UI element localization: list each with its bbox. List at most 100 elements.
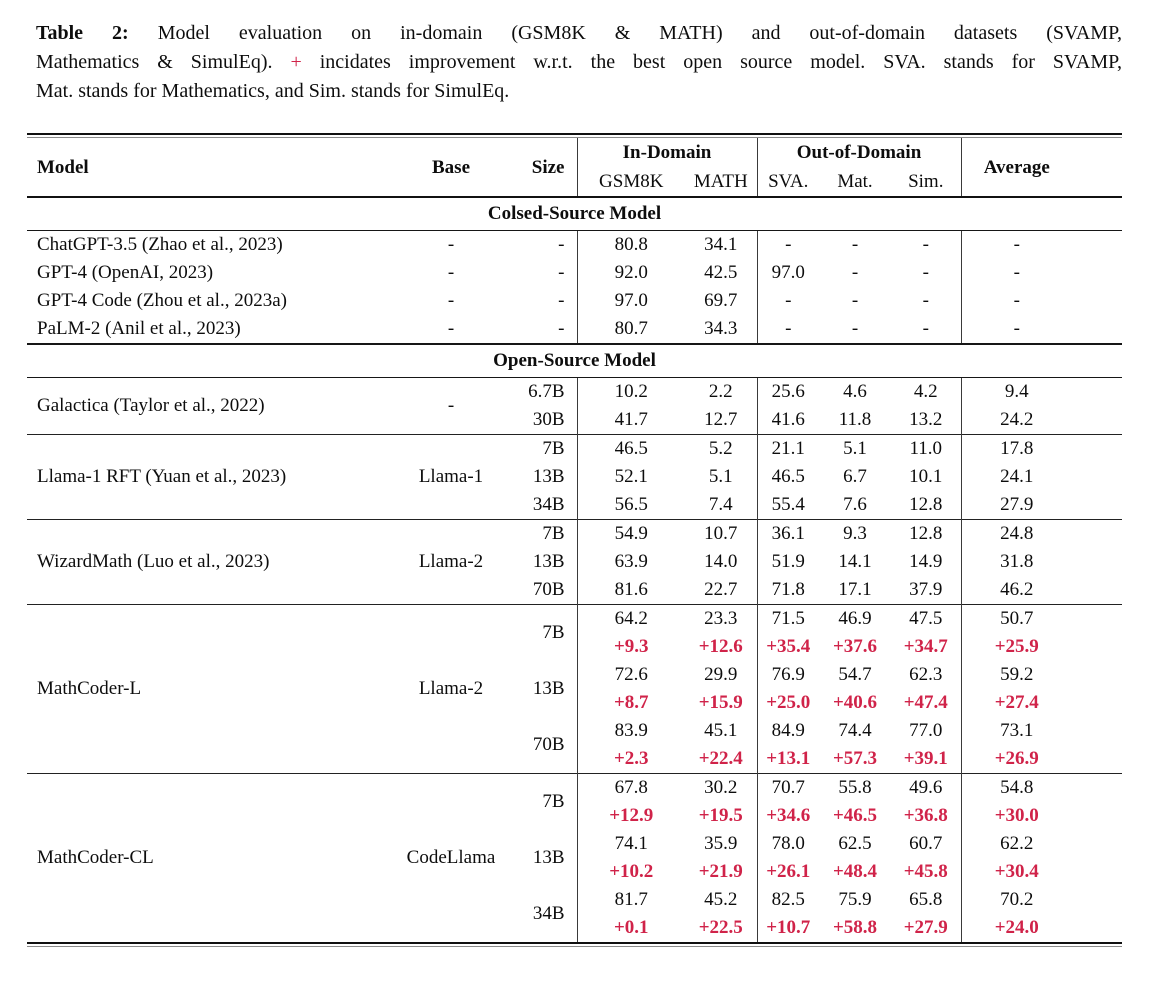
value-cell: 5.1 xyxy=(708,466,733,487)
delta-cell: +34.6 xyxy=(756,802,819,830)
value-cell: 23.3 xyxy=(685,604,757,633)
value-cell: - xyxy=(922,234,929,255)
base-cell: - xyxy=(447,262,455,283)
delta-cell: +30.4 xyxy=(960,858,1123,886)
caption-plus-sign: + xyxy=(290,51,302,73)
value-cell: 37.9 xyxy=(909,579,943,600)
delta-cell: +9.3 xyxy=(576,633,685,661)
caption-text-3: Mat. stands for Mathematics, and Sim. st… xyxy=(36,80,510,102)
table-row: ChatGPT-3.5 (Zhao et al., 2023) - -80.8 34.… xyxy=(27,230,1123,259)
model-cell: ChatGPT-3.5 (Zhao et al., 2023) xyxy=(37,234,283,255)
value-cell: 49.6 xyxy=(891,773,962,802)
delta-cell: +46.5 xyxy=(832,805,878,826)
value-cell: 5.2 xyxy=(685,434,757,463)
model-cell: PaLM-2 (Anil et al., 2023) xyxy=(37,318,241,339)
value-cell: 34.3 xyxy=(704,318,738,339)
delta-cell: +22.5 xyxy=(698,917,743,938)
col-header-in-domain: In-Domain xyxy=(576,138,757,167)
delta-cell: +37.6 xyxy=(832,636,878,657)
size-cell: 34B xyxy=(532,903,565,924)
caption-line-2: Mathematics & SimulEq). + incidates impr… xyxy=(36,48,1122,77)
section-row: Open-Source Model xyxy=(27,343,1123,378)
value-cell: 11.8 xyxy=(838,409,872,430)
table-caption: Table 2: Model evaluation on in-domain (… xyxy=(36,19,1122,106)
caption-line-3: Mat. stands for Mathematics, and Sim. st… xyxy=(36,77,1122,106)
table-delta-row: +8.7 +15.9 +25.0 +40.6 +47.4 +27.4 xyxy=(27,689,1123,717)
value-cell: 34.1 xyxy=(704,234,738,255)
delta-cell: +34.7 xyxy=(903,636,948,657)
delta-cell: +22.4 xyxy=(698,748,743,769)
col-header-base: Base xyxy=(395,138,507,198)
value-cell: - xyxy=(960,230,1123,259)
value-cell: 54.7 xyxy=(838,664,872,685)
value-cell: - xyxy=(922,262,929,283)
size-cell: 6.7B xyxy=(528,381,565,402)
size-cell: - xyxy=(558,262,565,283)
col-header-size: Size xyxy=(507,138,577,198)
value-cell: 70.2 xyxy=(960,886,1123,914)
value-cell: - xyxy=(960,259,1123,287)
delta-cell: +27.9 xyxy=(903,917,948,938)
value-cell: 12.8 xyxy=(891,519,962,548)
table-row: 70B 81.6 22.7 71.8 17.1 37.9 46.2 xyxy=(27,576,1123,605)
value-cell: 51.9 xyxy=(756,548,819,576)
value-cell: 6.7 xyxy=(843,466,867,487)
value-cell: 10.1 xyxy=(909,466,943,487)
value-cell: 70.7 xyxy=(756,773,819,802)
delta-cell: +10.7 xyxy=(756,914,819,942)
value-cell: - xyxy=(960,287,1123,315)
value-cell: 80.7 xyxy=(576,315,685,344)
col-header-sva: SVA. xyxy=(756,167,819,198)
table-delta-row: +10.2 +21.9 +26.1 +48.4 +45.8 +30.4 xyxy=(27,858,1123,886)
value-cell: 82.5 xyxy=(756,886,819,914)
table-row: GPT-4 (OpenAI, 2023) - -92.0 42.5 97.0- - - xyxy=(27,259,1123,287)
delta-cell: +0.1 xyxy=(576,914,685,942)
delta-cell: +19.5 xyxy=(698,805,743,826)
value-cell: 30.2 xyxy=(685,773,757,802)
col-header-model: Model xyxy=(27,138,395,198)
col-header-math: MATH xyxy=(685,167,757,198)
value-cell: 62.3 xyxy=(909,664,943,685)
base-cell: Llama-2 xyxy=(395,604,507,774)
value-cell: 41.7 xyxy=(576,406,685,435)
value-cell: 5.1 xyxy=(819,434,891,463)
value-cell: 7.4 xyxy=(708,494,733,515)
delta-cell: +26.9 xyxy=(960,745,1123,774)
table-row: Llama-1 RFT (Yuan et al., 2023) Llama-1 7B… xyxy=(27,434,1123,520)
value-cell: - xyxy=(851,318,859,339)
value-cell: 74.4 xyxy=(838,720,872,741)
table-row: Galactica (Taylor et al., 2022) - 6.7B 10.2… xyxy=(27,377,1123,416)
model-cell: MathCoder-CL xyxy=(27,773,395,942)
delta-cell: +26.1 xyxy=(756,858,819,886)
value-cell: 74.1 xyxy=(576,830,685,858)
base-cell: - xyxy=(447,290,455,311)
table-row: PaLM-2 (Anil et al., 2023) - -80.7 34.3- - - - xyxy=(27,315,1123,344)
delta-cell: +57.3 xyxy=(832,748,878,769)
value-cell: 14.9 xyxy=(909,551,943,572)
value-cell: 27.9 xyxy=(960,491,1123,520)
value-cell: - xyxy=(851,234,859,255)
value-cell: 36.1 xyxy=(756,519,819,548)
value-cell: 71.8 xyxy=(756,576,819,605)
value-cell: 62.2 xyxy=(960,830,1123,858)
base-cell: - xyxy=(447,234,455,255)
value-cell: 83.9 xyxy=(576,717,685,745)
size-cell: 7B xyxy=(507,773,577,830)
size-cell: 70B xyxy=(532,579,565,600)
delta-cell: +24.0 xyxy=(960,914,1123,942)
value-cell: 21.1 xyxy=(756,434,819,463)
value-cell: - xyxy=(851,262,859,283)
value-cell: - xyxy=(922,290,929,311)
table-delta-row: +12.9 +19.5 +34.6 +46.5 +36.8 +30.0 xyxy=(27,802,1123,830)
value-cell: 78.0 xyxy=(756,830,819,858)
value-cell: 7.6 xyxy=(843,494,867,515)
table-row: 13B 74.1 35.9 78.0 62.5 60.7 62.2 xyxy=(27,830,1123,868)
value-cell: 50.7 xyxy=(960,604,1123,633)
table-row: 30B 41.7 12.7 41.6 11.8 13.2 24.2 xyxy=(27,406,1123,435)
value-cell: - xyxy=(756,315,819,344)
value-cell: 45.1 xyxy=(704,720,738,741)
model-cell: WizardMath (Luo et al., 2023) xyxy=(27,519,395,605)
size-cell: 13B xyxy=(532,678,565,699)
caption-text-2b: incidates improvement w.r.t. the best op… xyxy=(319,51,1123,73)
